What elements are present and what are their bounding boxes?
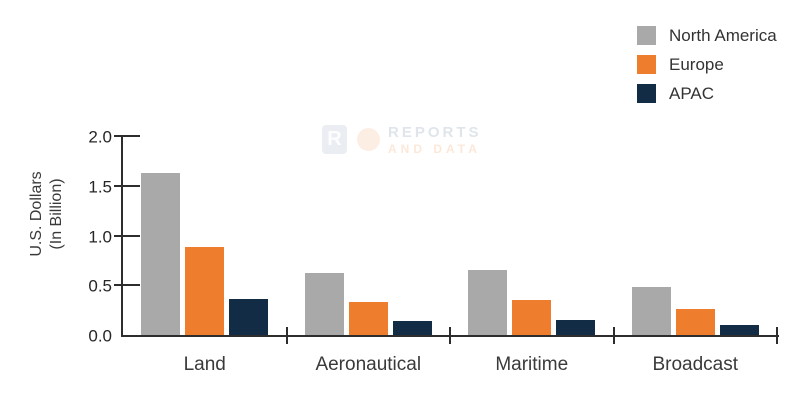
bar-broadcast-europe <box>675 309 715 335</box>
x-tick-mark <box>449 327 451 344</box>
y-tick-mark <box>114 284 140 287</box>
x-category-label: Broadcast <box>652 354 739 375</box>
bar-land-apac <box>229 299 269 335</box>
legend-label: North America <box>669 26 777 45</box>
x-tick-mark <box>612 327 615 344</box>
bar-aeronautical-europe <box>348 302 388 335</box>
legend-label: Europe <box>669 55 724 74</box>
y-tick-label: 1.5 <box>88 177 112 197</box>
bar-broadcast-north-america <box>631 287 671 335</box>
legend-swatch-icon <box>637 26 656 45</box>
legend-swatch-icon <box>637 84 656 103</box>
legend-row: Europe <box>637 55 777 74</box>
y-tick-label: 0.0 <box>88 326 112 346</box>
y-tick-mark <box>114 184 140 187</box>
y-tick-mark <box>114 135 140 137</box>
watermark-line1: REPORTS <box>388 124 482 141</box>
x-tick-mark <box>776 327 778 344</box>
watermark-line2: AND DATA <box>388 141 481 156</box>
bar-land-europe <box>185 247 225 335</box>
watermark: R REPORTS AND DATA <box>322 124 482 156</box>
y-tick-label: 2.0 <box>88 127 112 147</box>
legend-row: APAC <box>637 84 777 103</box>
x-category-label: Land <box>183 354 226 375</box>
y-axis-line <box>121 136 123 337</box>
bar-maritime-europe <box>512 300 552 335</box>
y-tick-mark <box>114 234 140 237</box>
legend: North America Europe APAC <box>637 26 777 103</box>
y-tick-label: 1.0 <box>88 227 112 246</box>
bar-aeronautical-apac <box>392 321 432 335</box>
legend-row: North America <box>637 26 777 45</box>
legend-label: APAC <box>669 84 715 103</box>
bar-maritime-apac <box>556 320 596 335</box>
y-tick-label: 0.5 <box>88 276 112 296</box>
y-axis-title-line1: U.S. Dollars <box>28 171 45 257</box>
x-category-label: Maritime <box>495 354 569 375</box>
bar-aeronautical-north-america <box>304 273 344 335</box>
bar-broadcast-apac <box>719 325 759 335</box>
bar-land-north-america <box>141 172 181 335</box>
x-tick-mark <box>285 327 288 344</box>
legend-swatch-icon <box>637 55 656 74</box>
bar-maritime-north-america <box>468 270 508 335</box>
watermark-logo-icon: R <box>322 125 347 154</box>
watermark-text: REPORTS AND DATA <box>388 124 482 156</box>
x-category-label: Aeronautical <box>315 354 422 375</box>
watermark-dot-icon <box>357 128 380 151</box>
